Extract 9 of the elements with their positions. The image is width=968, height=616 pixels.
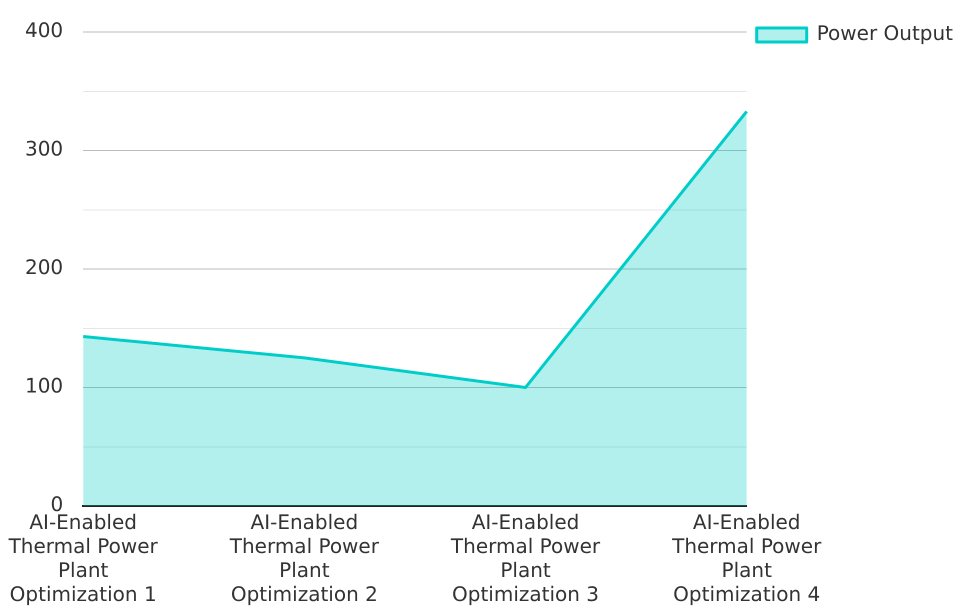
- y-tick-label: 100: [24, 374, 64, 398]
- x-tick-label: AI-Enabled Thermal Power Plant Optimization 1: [8, 510, 159, 606]
- y-tick-label: 200: [24, 255, 64, 280]
- x-tick-label: AI-Enabled Thermal Power Plant Optimization 4: [671, 510, 822, 606]
- y-tick-label: 300: [24, 136, 64, 161]
- x-tick-label: AI-Enabled Thermal Power Plant Optimization 2: [228, 510, 380, 606]
- x-tick-label: AI-Enabled Thermal Power Plant Optimization 3: [450, 510, 601, 606]
- y-tick-label: 400: [24, 18, 64, 42]
- legend-label: Power Output: [816, 21, 954, 46]
